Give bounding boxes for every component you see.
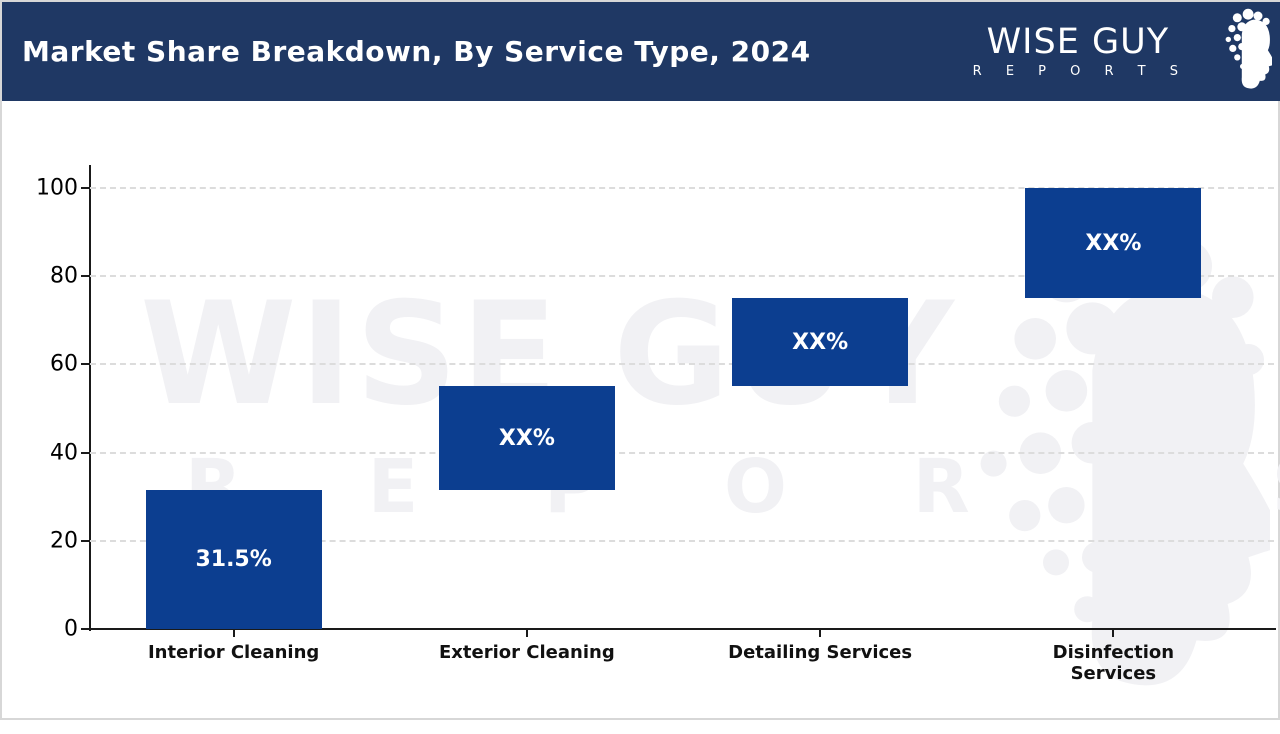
y-tick-label: 0 <box>64 616 78 642</box>
gridline-40 <box>90 451 1274 454</box>
y-tick-mark <box>81 275 90 278</box>
x-axis-line <box>88 628 1276 630</box>
y-tick-label: 20 <box>50 528 78 554</box>
x-category-label: Disinfection Services <box>1052 642 1175 685</box>
logo-wordmark: WISE GUY <box>986 21 1170 62</box>
y-tick-mark <box>81 539 90 542</box>
y-tick-label: 60 <box>50 351 78 377</box>
bar-value-label: 31.5% <box>195 547 272 573</box>
y-tick-mark <box>81 451 90 454</box>
bar-value-label: XX% <box>792 329 849 355</box>
logo-subtitle: R E P O R T S <box>972 63 1188 79</box>
logo-text: WISE GUY R E P O R T S <box>968 21 1188 79</box>
gridline-20 <box>90 539 1274 542</box>
bar-exterior-cleaning: XX% <box>438 386 615 491</box>
logo-head-icon <box>1225 8 1272 89</box>
gridline-100 <box>90 187 1274 189</box>
bar-detailing-services: XX% <box>732 298 909 387</box>
wise-guy-reports-logo: WISE GUY R E P O R T S <box>968 7 1280 97</box>
x-tick-mark <box>525 630 528 637</box>
watermark-head-icon <box>980 224 1270 686</box>
gridline-80 <box>90 275 1274 278</box>
y-tick-label: 80 <box>50 263 78 289</box>
x-tick-mark <box>819 630 822 637</box>
x-category-label: Interior Cleaning <box>147 642 320 663</box>
bar-value-label: XX% <box>498 425 555 451</box>
bar-disinfection-services: XX% <box>1025 188 1202 299</box>
x-category-label: Exterior Cleaning <box>439 642 615 663</box>
y-tick-label: 40 <box>50 440 78 466</box>
header-banner: Market Share Breakdown, By Service Type,… <box>2 2 1280 101</box>
y-axis-line <box>89 165 91 631</box>
waterfall-chart: 0 20 40 60 80 100 31.5% Interior Cleaning XX% Ext… <box>2 2 1280 722</box>
y-tick-mark <box>81 363 90 366</box>
y-tick-mark <box>81 187 90 189</box>
bar-interior-cleaning: 31.5% <box>145 490 322 629</box>
bar-value-label: XX% <box>1085 230 1142 256</box>
chart-title: Market Share Breakdown, By Service Type,… <box>22 35 811 68</box>
gridline-60 <box>90 363 1274 366</box>
y-tick-label: 100 <box>36 175 78 201</box>
y-tick-mark <box>81 628 90 630</box>
x-category-label: Detailing Services <box>728 642 913 663</box>
x-tick-mark <box>1112 630 1115 637</box>
x-tick-mark <box>232 630 235 637</box>
